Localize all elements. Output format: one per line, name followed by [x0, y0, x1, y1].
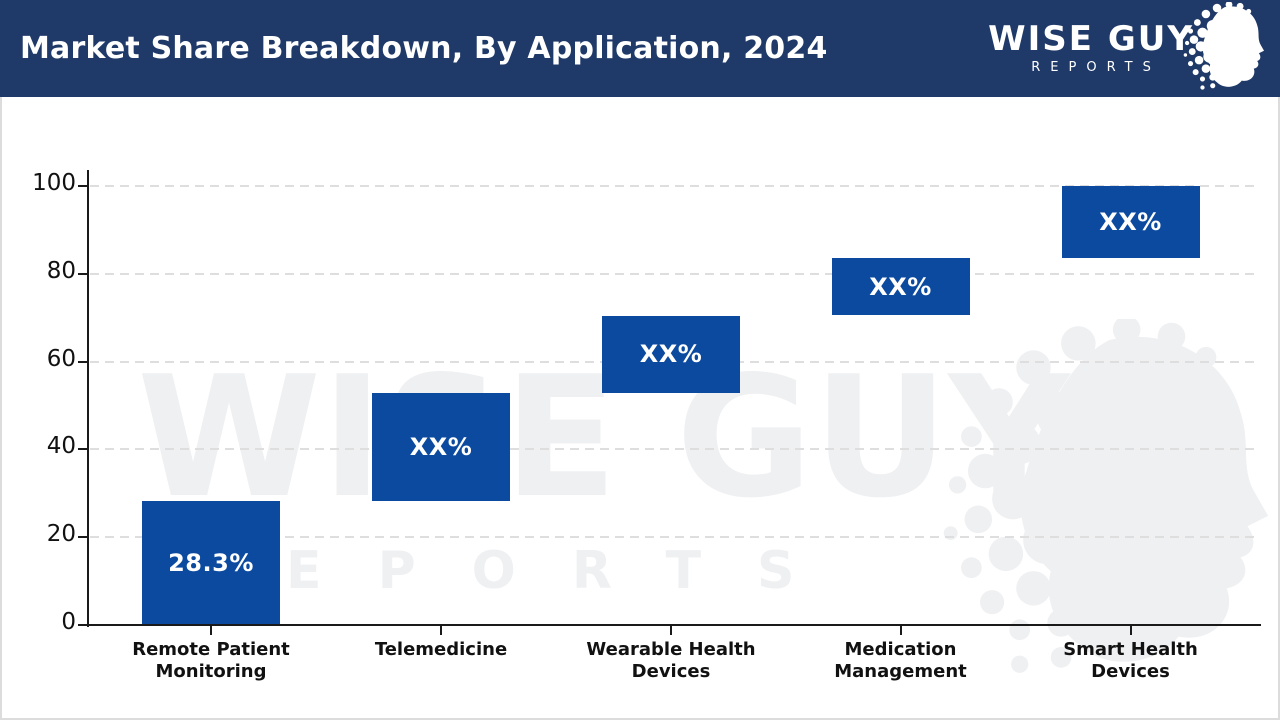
- waterfall-bar-segment: XX%: [372, 393, 510, 501]
- bar-value-label: XX%: [1099, 207, 1162, 236]
- bar-value-label: XX%: [639, 340, 703, 369]
- x-tick-mark: [440, 626, 442, 635]
- brand-subtitle: REPORTS: [1031, 60, 1161, 75]
- brand-logo: WISE GUY REPORTS: [988, 1, 1266, 96]
- header-bar: Market Share Breakdown, By Application, …: [0, 0, 1280, 97]
- x-category-label: Smart Health Devices: [1063, 639, 1198, 682]
- watermark-text-reports: REPORTS: [190, 541, 851, 601]
- y-tick-label: 40: [46, 433, 76, 460]
- y-axis-line: [87, 170, 89, 627]
- y-gridline: [90, 185, 1260, 187]
- x-category-label: Telemedicine: [374, 639, 508, 660]
- y-tick-label: 100: [32, 170, 76, 196]
- page-title: Market Share Breakdown, By Application, …: [20, 31, 828, 66]
- x-tick-mark: [899, 626, 902, 635]
- x-tick-mark: [1129, 626, 1132, 635]
- x-category-label: Remote Patient Monitoring: [132, 639, 290, 682]
- x-tick-mark: [210, 626, 212, 635]
- y-tick-label: 0: [61, 609, 76, 635]
- x-axis-line: [87, 624, 1261, 626]
- waterfall-bar-segment: XX%: [1061, 186, 1200, 258]
- y-tick-mark: [78, 624, 88, 626]
- waterfall-bar-segment: 28.3%: [142, 500, 280, 625]
- y-tick-mark: [78, 536, 88, 539]
- x-category-label: Medication Management: [834, 639, 967, 682]
- y-tick-label: 20: [46, 521, 76, 548]
- brand-logo-text: WISE GUY REPORTS: [988, 22, 1194, 75]
- y-tick-mark: [78, 272, 88, 275]
- bar-value-label: XX%: [409, 432, 473, 461]
- y-gridline: [90, 448, 1260, 451]
- bar-value-label: 28.3%: [168, 548, 254, 577]
- waterfall-bar-segment: XX%: [831, 257, 970, 316]
- waterfall-bar-segment: XX%: [602, 315, 740, 394]
- x-tick-mark: [670, 626, 672, 635]
- y-tick-mark: [78, 448, 88, 451]
- y-gridline: [90, 536, 1260, 539]
- y-tick-mark: [78, 185, 88, 187]
- y-tick-label: 80: [46, 257, 76, 284]
- brand-name: WISE GUY: [988, 19, 1194, 59]
- y-tick-label: 60: [46, 345, 76, 372]
- x-category-label: Wearable Health Devices: [586, 639, 756, 682]
- y-gridline: [90, 272, 1260, 275]
- y-tick-mark: [78, 360, 88, 363]
- bar-value-label: XX%: [869, 272, 932, 301]
